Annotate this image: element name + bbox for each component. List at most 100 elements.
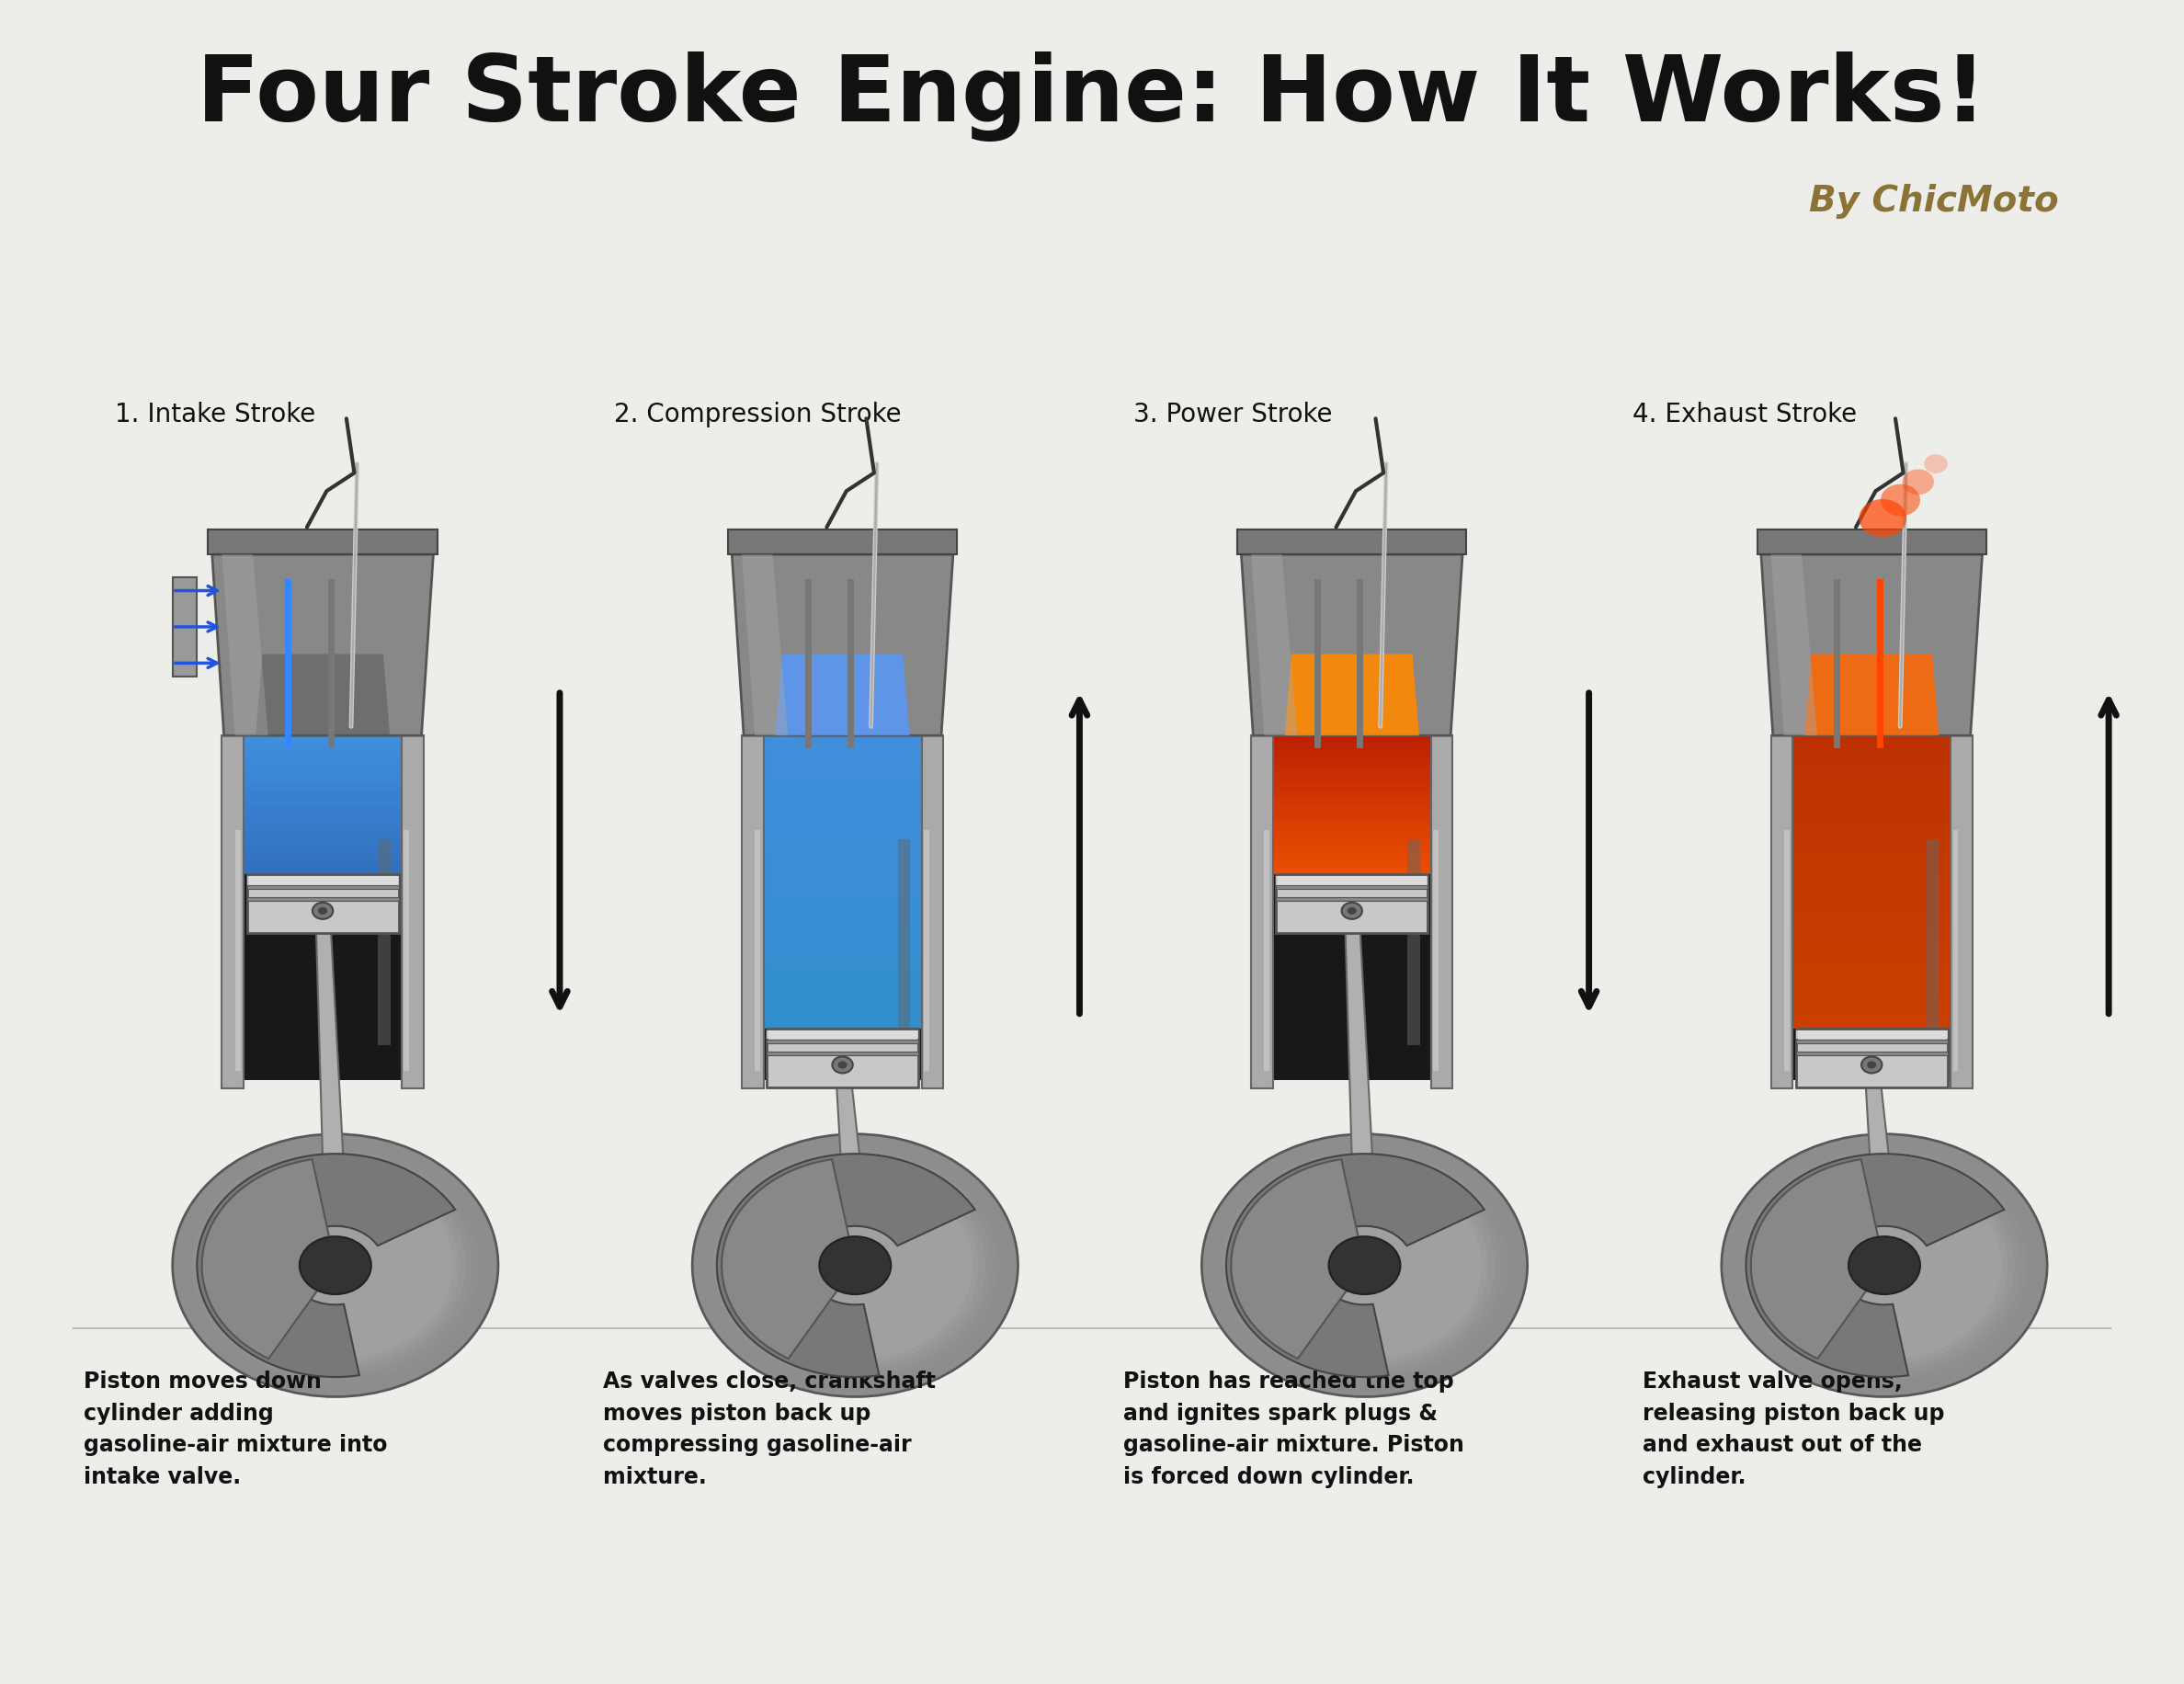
Circle shape — [173, 1135, 498, 1396]
Bar — [245, 854, 402, 861]
Circle shape — [1867, 1061, 1876, 1069]
Bar — [1795, 1031, 1948, 1039]
Circle shape — [179, 1140, 491, 1391]
Polygon shape — [836, 1066, 867, 1216]
Bar — [1793, 839, 1950, 854]
Bar — [1273, 778, 1431, 785]
Bar — [1793, 955, 1950, 970]
Bar — [1793, 941, 1950, 955]
Circle shape — [692, 1135, 1018, 1396]
Circle shape — [1754, 1160, 2014, 1371]
Text: By ChicMoto: By ChicMoto — [1808, 184, 2060, 219]
Bar — [245, 736, 402, 1079]
Text: As valves close, crankshaft
moves piston back up
compressing gasoline-air
mixtur: As valves close, crankshaft moves piston… — [603, 1371, 937, 1487]
Bar — [1273, 861, 1431, 867]
Bar — [1431, 736, 1452, 1090]
Bar — [1793, 854, 1950, 867]
Bar — [1758, 530, 1985, 556]
Bar — [764, 867, 922, 882]
Bar — [1793, 736, 1950, 751]
Bar — [1273, 840, 1431, 847]
Bar — [1251, 736, 1273, 1090]
Bar — [1406, 839, 1420, 1046]
Bar — [764, 882, 922, 898]
Bar — [1275, 874, 1428, 933]
Bar — [245, 834, 402, 840]
Circle shape — [1728, 1140, 2040, 1391]
Circle shape — [1241, 1165, 1487, 1366]
Bar — [1275, 898, 1428, 901]
Circle shape — [192, 1150, 478, 1381]
Circle shape — [719, 1155, 992, 1376]
Bar — [1273, 834, 1431, 840]
Circle shape — [1247, 1170, 1481, 1361]
Text: 4. Exhaust Stroke: 4. Exhaust Stroke — [1634, 402, 1856, 428]
Bar — [764, 1014, 922, 1029]
Bar — [247, 886, 397, 889]
Circle shape — [732, 1165, 978, 1366]
Wedge shape — [201, 1160, 336, 1359]
Circle shape — [1328, 1236, 1400, 1295]
Circle shape — [1861, 1058, 1883, 1073]
Circle shape — [1734, 1145, 2033, 1386]
Circle shape — [705, 1145, 1005, 1386]
Circle shape — [819, 1236, 891, 1295]
Bar — [247, 876, 397, 886]
Circle shape — [199, 1155, 472, 1376]
Bar — [223, 736, 245, 1090]
Bar — [245, 771, 402, 778]
Bar — [1952, 830, 1959, 1071]
Polygon shape — [1865, 1066, 1896, 1216]
Bar — [245, 805, 402, 812]
Bar — [1273, 791, 1431, 798]
Circle shape — [212, 1165, 459, 1366]
Bar — [1793, 795, 1950, 810]
Circle shape — [692, 1135, 1018, 1396]
Polygon shape — [716, 1154, 974, 1378]
Bar — [245, 861, 402, 867]
Wedge shape — [1752, 1160, 1885, 1359]
Bar — [245, 743, 402, 749]
Bar — [1793, 736, 1950, 1079]
Circle shape — [1341, 903, 1363, 919]
Polygon shape — [317, 911, 347, 1216]
Circle shape — [1760, 1165, 2007, 1366]
Bar — [1265, 830, 1269, 1071]
Bar — [245, 749, 402, 756]
Bar — [764, 736, 922, 1079]
Bar — [1793, 898, 1950, 911]
Circle shape — [1214, 1145, 1514, 1386]
Circle shape — [1221, 1150, 1507, 1381]
Bar — [767, 1031, 917, 1039]
Text: 1. Intake Stroke: 1. Intake Stroke — [116, 402, 314, 428]
Bar — [756, 830, 760, 1071]
Bar — [1793, 867, 1950, 882]
Bar — [1273, 854, 1431, 861]
Circle shape — [186, 1145, 485, 1386]
Wedge shape — [721, 1160, 856, 1359]
Bar — [1273, 847, 1431, 854]
Polygon shape — [1225, 1154, 1485, 1378]
Bar — [245, 847, 402, 854]
Wedge shape — [1232, 1160, 1365, 1359]
Bar — [764, 823, 922, 839]
Bar — [236, 830, 240, 1071]
Circle shape — [1201, 1135, 1527, 1396]
Circle shape — [1880, 485, 1920, 517]
Bar — [764, 854, 922, 867]
Bar — [1784, 830, 1789, 1071]
Bar — [764, 898, 922, 911]
Bar — [922, 736, 943, 1090]
Bar — [898, 839, 911, 1046]
Bar — [1795, 1041, 1948, 1044]
Bar — [1273, 805, 1431, 812]
Text: 2. Compression Stroke: 2. Compression Stroke — [614, 402, 902, 428]
Bar — [764, 736, 922, 751]
Polygon shape — [1745, 1154, 2005, 1378]
Bar — [247, 898, 397, 901]
Bar — [1793, 1014, 1950, 1029]
Bar — [1273, 756, 1431, 765]
Bar — [1273, 749, 1431, 756]
Bar — [764, 985, 922, 999]
Text: Piston has reached the top
and ignites spark plugs &
gasoline-air mixture. Pisto: Piston has reached the top and ignites s… — [1123, 1371, 1463, 1487]
